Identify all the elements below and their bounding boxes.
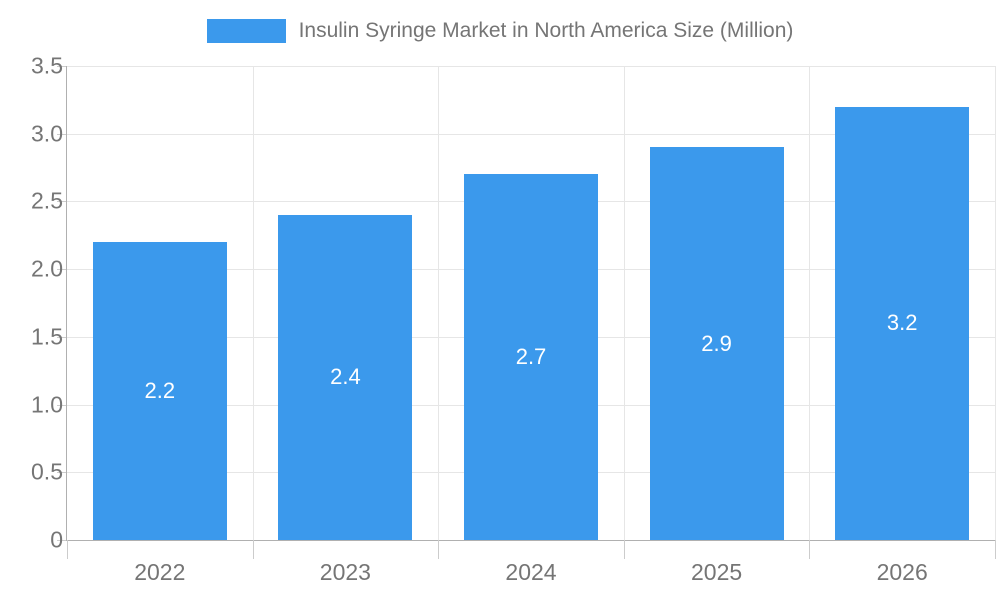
y-gridline (67, 66, 995, 67)
x-axis-tick (809, 540, 811, 559)
bar-value-label: 2.7 (515, 344, 547, 370)
y-axis-tick (57, 540, 66, 541)
y-axis-tick (57, 472, 66, 474)
x-axis-tick (995, 540, 996, 559)
x-gridline (252, 66, 254, 540)
y-axis-tick (57, 336, 66, 338)
x-axis-tick (623, 540, 625, 559)
x-axis-line (66, 540, 995, 541)
plot-area: 2.2 2.4 2.7 2.9 3.2 (57, 66, 996, 559)
x-axis-tick-label: 2026 (876, 559, 928, 585)
y-axis-tick (57, 201, 66, 203)
y-axis-tick-label: 1.0 (31, 391, 63, 418)
x-gridline (995, 66, 996, 540)
legend-label: Insulin Syringe Market in North America … (298, 19, 794, 42)
y-axis-line (66, 66, 67, 540)
y-axis-tick (57, 133, 66, 135)
x-axis-tick (252, 540, 254, 559)
legend-item-series[interactable]: Insulin Syringe Market in North America … (206, 19, 794, 43)
x-gridline (438, 66, 440, 540)
y-axis-tick-label: 1.5 (31, 323, 63, 350)
y-axis-tick-label: 3.0 (31, 120, 63, 147)
x-axis-tick-label: 2023 (319, 559, 371, 585)
chart-legend: Insulin Syringe Market in North America … (0, 10, 1000, 52)
y-axis-tick-label: 3.5 (31, 52, 63, 79)
bar-value-label: 2.2 (144, 378, 176, 404)
y-axis-tick-label: 0 (50, 526, 63, 553)
bar-2025 (649, 147, 784, 540)
bar-value-label: 3.2 (886, 310, 918, 336)
x-axis-tick-label: 2022 (134, 559, 186, 585)
y-axis-tick (57, 66, 66, 67)
bar-value-label: 2.4 (330, 364, 361, 390)
bar-value-label: 2.9 (701, 330, 732, 356)
bar-2026 (835, 106, 970, 540)
y-axis-tick (57, 404, 66, 406)
x-axis-tick-label: 2024 (505, 559, 557, 585)
x-gridline (809, 66, 811, 540)
y-axis-tick-label: 2.0 (31, 255, 63, 282)
x-axis-tick-label: 2025 (691, 559, 743, 585)
x-axis-tick (67, 540, 68, 559)
x-axis-tick (438, 540, 440, 559)
y-axis-tick-label: 2.5 (31, 187, 63, 214)
x-gridline (623, 66, 625, 540)
bar-2022 (92, 242, 227, 540)
legend-swatch (206, 19, 286, 43)
bar-2023 (278, 214, 413, 540)
bar-2024 (464, 174, 598, 540)
y-axis-tick-label: 0.5 (31, 458, 63, 485)
y-axis-tick (57, 269, 66, 271)
y-gridline (67, 133, 995, 135)
